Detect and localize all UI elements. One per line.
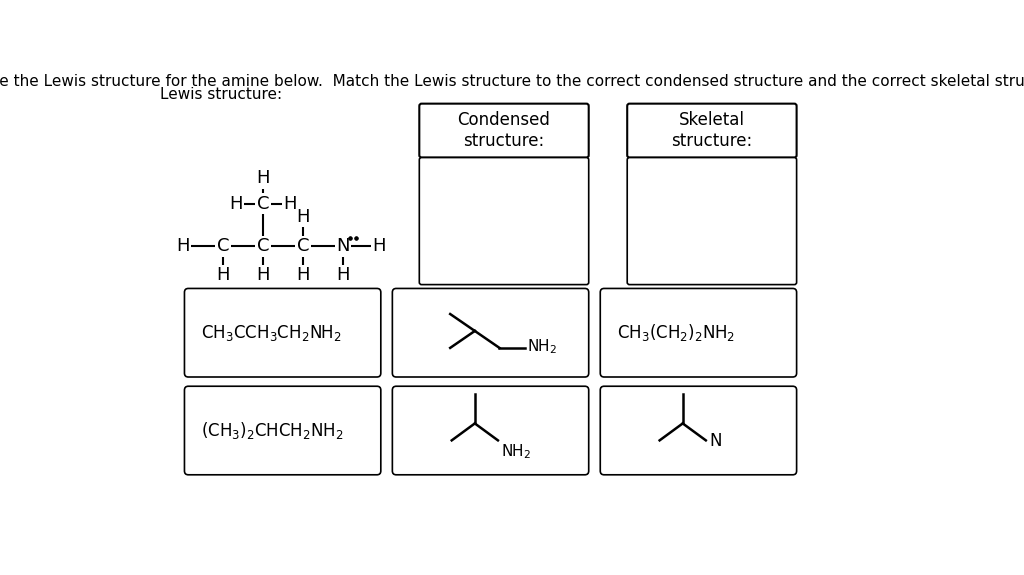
Text: H: H	[216, 266, 229, 285]
Text: H: H	[284, 195, 297, 213]
FancyBboxPatch shape	[628, 158, 797, 285]
FancyBboxPatch shape	[600, 289, 797, 377]
Text: Skeletal
structure:: Skeletal structure:	[672, 111, 753, 150]
Text: CH$_3$(CH$_2$)$_2$NH$_2$: CH$_3$(CH$_2$)$_2$NH$_2$	[617, 322, 735, 343]
FancyBboxPatch shape	[184, 289, 381, 377]
Text: C: C	[217, 237, 229, 255]
Text: H: H	[256, 170, 269, 187]
Text: H: H	[176, 237, 189, 255]
Text: N: N	[336, 237, 350, 255]
FancyBboxPatch shape	[419, 104, 589, 158]
Text: C: C	[257, 195, 269, 213]
Text: C: C	[297, 237, 309, 255]
Text: H: H	[336, 266, 350, 285]
FancyBboxPatch shape	[184, 386, 381, 475]
FancyBboxPatch shape	[419, 158, 589, 285]
Text: (CH$_3$)$_2$CHCH$_2$NH$_2$: (CH$_3$)$_2$CHCH$_2$NH$_2$	[202, 420, 344, 441]
FancyBboxPatch shape	[628, 104, 797, 158]
Text: Lewis structure:: Lewis structure:	[160, 87, 282, 102]
Text: Condensed
structure:: Condensed structure:	[458, 111, 551, 150]
Text: C: C	[257, 237, 269, 255]
FancyBboxPatch shape	[600, 386, 797, 475]
Text: N: N	[710, 432, 722, 450]
Text: H: H	[373, 237, 386, 255]
Text: H: H	[256, 266, 269, 285]
Text: H: H	[296, 208, 310, 226]
Text: CH$_3$CCH$_3$CH$_2$NH$_2$: CH$_3$CCH$_3$CH$_2$NH$_2$	[202, 323, 342, 343]
Text: Use the Lewis structure for the amine below.  Match the Lewis structure to the c: Use the Lewis structure for the amine be…	[0, 74, 1024, 89]
Text: NH$_2$: NH$_2$	[501, 442, 531, 461]
Text: H: H	[229, 195, 243, 213]
FancyBboxPatch shape	[392, 386, 589, 475]
Text: NH$_2$: NH$_2$	[527, 338, 557, 356]
Text: H: H	[296, 266, 310, 285]
FancyBboxPatch shape	[392, 289, 589, 377]
